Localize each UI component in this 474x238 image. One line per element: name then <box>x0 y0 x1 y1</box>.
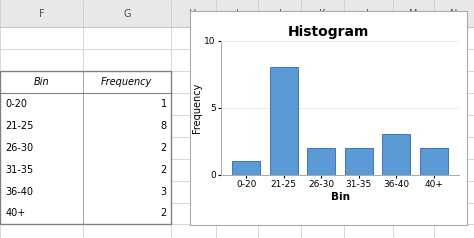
Bar <box>307 148 335 175</box>
Text: K: K <box>319 9 326 19</box>
Text: L: L <box>366 9 371 19</box>
Bar <box>0 71 171 224</box>
Text: H: H <box>190 9 197 19</box>
Y-axis label: Frequency: Frequency <box>191 82 201 133</box>
Bar <box>0 27 474 238</box>
Text: G: G <box>123 9 130 19</box>
Text: 1: 1 <box>161 99 167 109</box>
Bar <box>0 0 474 27</box>
Text: I: I <box>236 9 238 19</box>
Text: 2: 2 <box>161 208 167 218</box>
Text: Frequency: Frequency <box>101 77 153 87</box>
Text: J: J <box>278 9 281 19</box>
Text: M: M <box>410 9 418 19</box>
Text: 2: 2 <box>161 165 167 175</box>
Bar <box>270 68 298 175</box>
Text: Histogram: Histogram <box>288 25 369 39</box>
Text: 26-30: 26-30 <box>6 143 34 153</box>
Text: 8: 8 <box>161 121 167 131</box>
Bar <box>232 161 260 175</box>
Text: 40+: 40+ <box>6 208 26 218</box>
Bar <box>0 71 171 224</box>
Text: 21-25: 21-25 <box>6 121 34 131</box>
Text: 0-20: 0-20 <box>6 99 27 109</box>
Text: 31-35: 31-35 <box>6 165 34 175</box>
Text: N: N <box>450 9 457 19</box>
Text: F: F <box>39 9 44 19</box>
Text: Bin: Bin <box>34 77 49 87</box>
Bar <box>345 148 373 175</box>
Text: 36-40: 36-40 <box>6 187 34 197</box>
Text: 3: 3 <box>161 187 167 197</box>
Bar <box>382 134 410 175</box>
Bar <box>419 148 448 175</box>
X-axis label: Bin: Bin <box>330 192 349 202</box>
Text: 2: 2 <box>161 143 167 153</box>
